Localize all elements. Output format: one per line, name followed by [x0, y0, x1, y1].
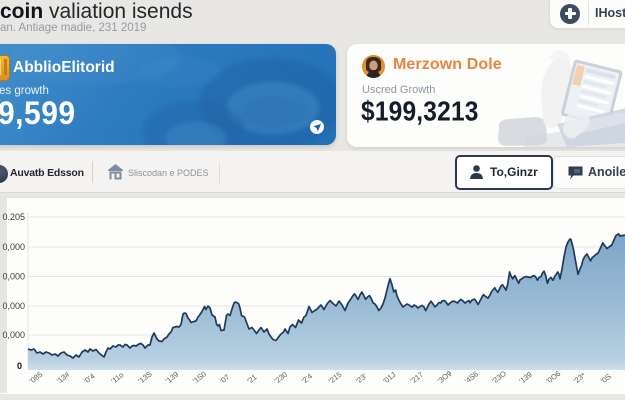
svg-text:'11o: '11o — [109, 370, 125, 385]
svg-text:'13#: '13# — [55, 369, 72, 385]
svg-text:'13S: '13S — [136, 369, 153, 385]
svg-text:0,000: 0,000 — [2, 301, 25, 311]
svg-text:'0'4: '0'4 — [82, 372, 96, 386]
svg-text:'217: '217 — [408, 370, 425, 386]
svg-text:'139: '139 — [517, 370, 534, 386]
svg-text:0,000: 0,000 — [2, 242, 25, 252]
svg-text:'1S0: '1S0 — [191, 369, 208, 385]
svg-text:'23*: '23* — [572, 371, 588, 386]
svg-text:0,000: 0,000 — [2, 272, 25, 282]
svg-text:'085: '085 — [28, 370, 45, 386]
svg-text:'215: '215 — [327, 370, 344, 386]
svg-text:'21: '21 — [245, 372, 258, 385]
svg-text:0,000: 0,000 — [2, 330, 25, 340]
svg-text:'139: '139 — [164, 370, 181, 386]
svg-text:'0O6: '0O6 — [544, 369, 562, 386]
svg-text:'4S6: '4S6 — [463, 369, 480, 385]
svg-text:'23': '23' — [354, 371, 369, 385]
svg-text:'2'4: '2'4 — [300, 372, 314, 386]
svg-text:'07: '07 — [218, 372, 231, 385]
svg-text:0.205: 0.205 — [2, 212, 25, 222]
svg-text:'01J: '01J — [381, 370, 397, 386]
svg-text:'230: '230 — [272, 370, 289, 386]
svg-text:'0S: '0S — [599, 372, 613, 386]
svg-text:'3O9: '3O9 — [436, 369, 454, 386]
svg-text:0: 0 — [17, 361, 22, 371]
svg-text:'23O: '23O — [490, 369, 508, 386]
